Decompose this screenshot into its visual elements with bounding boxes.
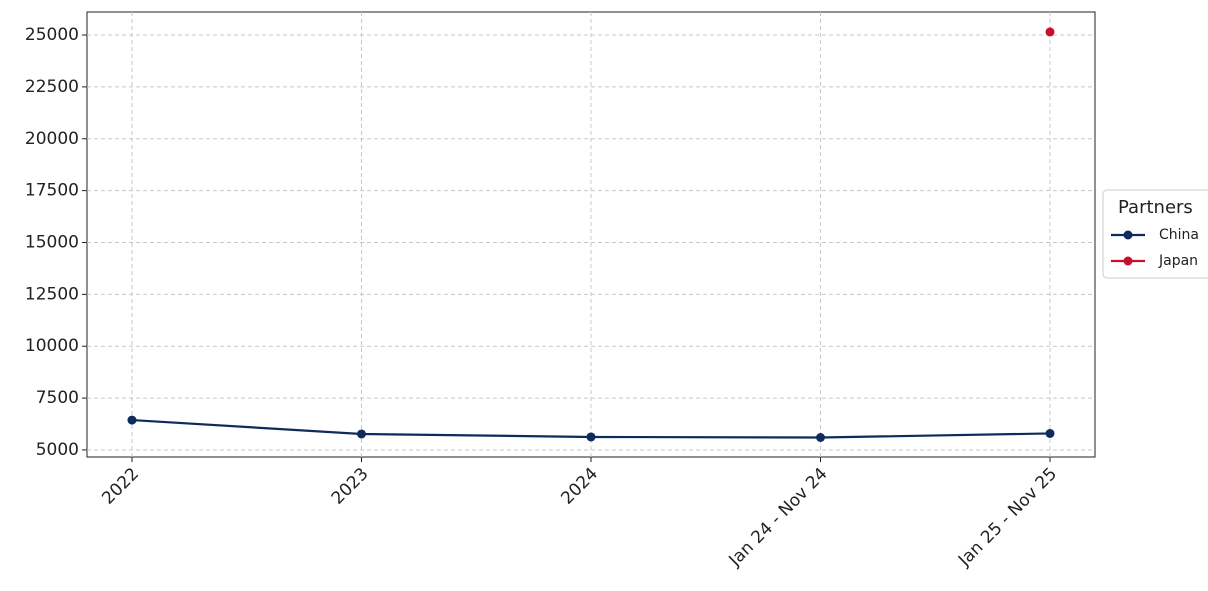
point bbox=[816, 432, 826, 442]
legend-box bbox=[1102, 189, 1208, 279]
y-tick-label: 25000 bbox=[25, 25, 79, 45]
y-tick-label: 12500 bbox=[25, 284, 79, 304]
x-tick-label: 2022 bbox=[98, 464, 143, 509]
y-tick-label: 20000 bbox=[25, 129, 79, 149]
y-tick-label: 17500 bbox=[25, 181, 79, 201]
legend-label: China bbox=[1159, 227, 1199, 243]
y-tick-label: 22500 bbox=[25, 77, 79, 97]
legend-marker bbox=[1123, 230, 1133, 240]
x-tick-label: Jan 25 - Nov 25 bbox=[954, 464, 1061, 571]
point bbox=[356, 429, 366, 439]
legend-marker bbox=[1123, 256, 1133, 266]
legend-title: Partners bbox=[1118, 197, 1193, 218]
y-tick-label: 7500 bbox=[36, 388, 79, 408]
legend-label: Japan bbox=[1158, 253, 1198, 269]
x-tick-label: Jan 24 - Nov 24 bbox=[725, 464, 832, 571]
point bbox=[586, 432, 596, 442]
x-tick-label: 2024 bbox=[557, 464, 602, 509]
x-tick-label: 2023 bbox=[328, 464, 373, 509]
point bbox=[1045, 428, 1055, 438]
point bbox=[127, 415, 137, 425]
y-tick-label: 5000 bbox=[36, 440, 79, 460]
y-tick-label: 15000 bbox=[25, 232, 79, 252]
y-tick-label: 10000 bbox=[25, 336, 79, 356]
point bbox=[1045, 27, 1055, 37]
